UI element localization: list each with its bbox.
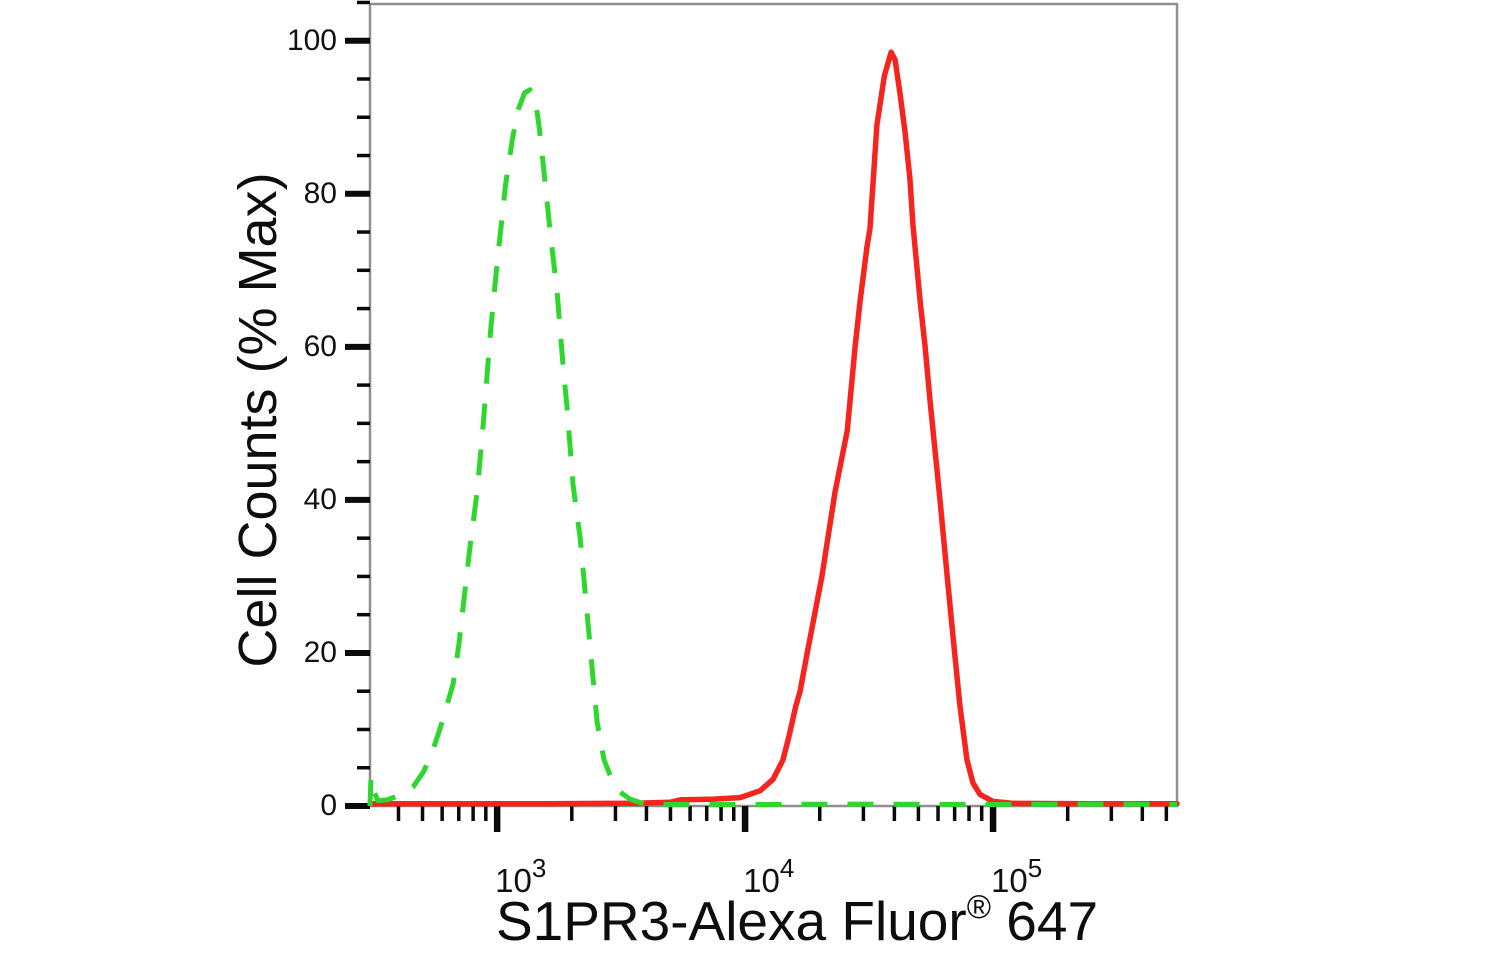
- x-tick-exponent: 3: [531, 853, 547, 883]
- x-tick-exponent: 4: [779, 853, 795, 883]
- y-tick-label-20: 20: [303, 635, 337, 669]
- registered-trademark-icon: ®: [966, 888, 992, 925]
- y-tick-label-40: 40: [303, 482, 337, 516]
- y-axis-title: Cell Counts (% Max): [228, 172, 288, 668]
- x-axis-title-main: S1PR3-Alexa Fluor: [495, 890, 967, 952]
- curve-dashed-green-peak: [367, 87, 1178, 807]
- plot-frame: [368, 2, 1179, 808]
- x-axis-title-suffix: 647: [991, 890, 1099, 952]
- y-tick-label-0: 0: [320, 789, 337, 822]
- x-tick-label-1e3: 103: [495, 851, 546, 898]
- x-tick-base: 10: [495, 862, 532, 899]
- x-tick-label-1e5: 105: [991, 851, 1042, 898]
- y-tick-label-100: 100: [286, 23, 337, 57]
- curve-solid-red-peak: [367, 49, 1180, 807]
- x-tick-label-1e4: 104: [743, 851, 794, 898]
- x-axis-title: S1PR3-Alexa Fluor® 647: [496, 888, 1098, 953]
- x-tick-exponent: 5: [1027, 853, 1043, 883]
- x-tick-base: 10: [991, 862, 1028, 899]
- y-tick-label-80: 80: [303, 176, 337, 210]
- y-tick-label-60: 60: [303, 329, 337, 363]
- x-tick-base: 10: [743, 862, 780, 899]
